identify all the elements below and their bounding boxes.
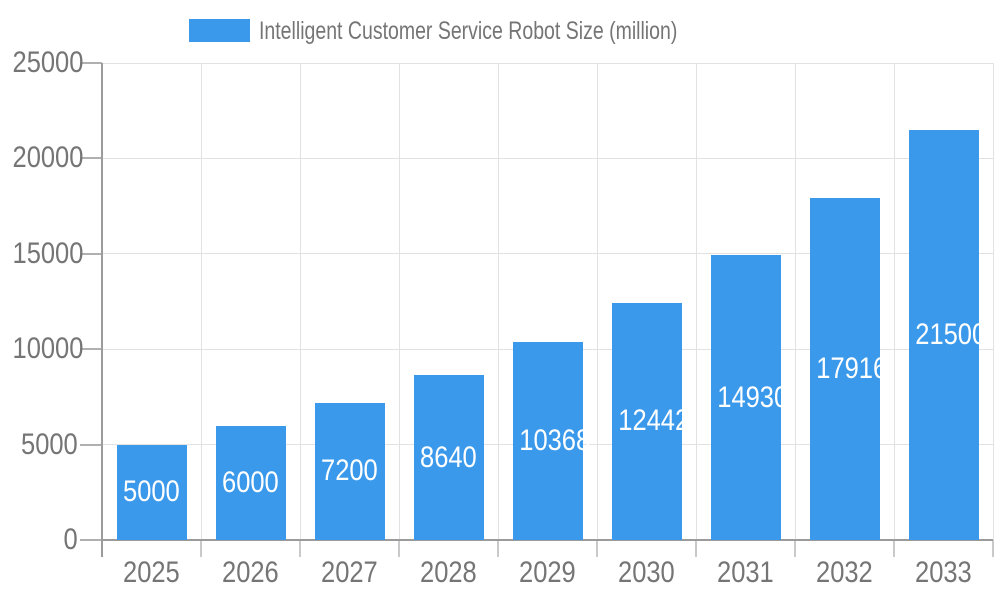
bar [908, 129, 979, 540]
y-axis-tick [80, 62, 102, 64]
x-tick-label-text: 2028 [420, 556, 477, 589]
y-tick-label-text: 10000 [12, 332, 84, 366]
bar-value-label: 21500 [909, 318, 986, 352]
y-tick-label-text: 20000 [12, 141, 84, 175]
x-axis-line [102, 539, 993, 541]
v-gridline [597, 63, 598, 540]
h-gridline [102, 253, 993, 255]
bar [314, 402, 385, 540]
bar-value-label: 17916 [810, 352, 887, 386]
y-axis-tick [80, 157, 102, 160]
x-tick-label-text: 2033 [915, 556, 972, 589]
y-tick-label: 25000 [0, 46, 84, 80]
y-axis-tick [80, 252, 102, 255]
x-axis-tick [893, 540, 895, 557]
y-tick-label: 0 [0, 523, 78, 557]
x-tick-label: 2028 [389, 556, 509, 590]
x-axis-tick [200, 540, 202, 557]
bar [215, 425, 286, 540]
x-tick-label-text: 2030 [618, 556, 675, 589]
bar [809, 198, 880, 540]
v-gridline [795, 63, 796, 540]
x-axis-tick [398, 540, 400, 557]
y-axis-line [101, 63, 103, 557]
bar [413, 375, 484, 540]
y-tick-label-text: 15000 [12, 236, 84, 270]
y-axis-tick [80, 348, 102, 351]
y-tick-label-text: 25000 [12, 46, 84, 79]
bar [512, 342, 583, 540]
bar-value-label: 6000 [216, 466, 286, 500]
h-gridline [102, 157, 993, 159]
y-tick-label: 15000 [0, 237, 84, 271]
x-tick-label-text: 2027 [321, 556, 378, 589]
y-tick-label-text: 0 [63, 523, 78, 556]
bar [611, 302, 682, 540]
bar-value-label: 7200 [315, 454, 385, 488]
bar-value-text: 12442 [617, 404, 689, 438]
bar-value-text: 6000 [222, 465, 279, 499]
x-tick-label: 2031 [686, 556, 806, 590]
bar-value-label: 5000 [117, 475, 187, 509]
x-axis-tick [596, 540, 598, 557]
x-tick-label-text: 2029 [519, 556, 576, 589]
bar [116, 444, 187, 540]
bar-value-text: 17916 [815, 352, 887, 386]
x-tick-label-text: 2032 [816, 556, 873, 589]
y-tick-label-text: 5000 [21, 427, 78, 461]
x-tick-label: 2026 [191, 556, 311, 590]
bar-value-text: 5000 [123, 475, 180, 509]
x-axis-tick [299, 540, 301, 557]
bar-value-text: 14930 [716, 380, 788, 414]
v-gridline [696, 63, 697, 540]
bar-value-text: 8640 [420, 440, 477, 474]
x-tick-label: 2033 [884, 556, 1000, 590]
x-tick-label: 2029 [488, 556, 608, 590]
x-tick-label: 2030 [587, 556, 707, 590]
v-gridline [498, 63, 499, 540]
x-tick-label-text: 2026 [222, 556, 279, 589]
bar [710, 255, 781, 540]
y-tick-label: 5000 [0, 428, 78, 462]
bar-value-label: 14930 [711, 381, 788, 415]
y-tick-label: 20000 [0, 141, 84, 175]
x-tick-label-text: 2031 [717, 556, 774, 589]
bar-value-label: 10368 [513, 424, 590, 458]
x-axis-tick [992, 540, 994, 557]
x-tick-label: 2027 [290, 556, 410, 590]
x-tick-label: 2025 [92, 556, 212, 590]
v-gridline [894, 63, 895, 540]
x-axis-tick [695, 540, 697, 557]
x-axis-tick [497, 540, 499, 557]
bar-value-label: 12442 [612, 404, 689, 438]
y-axis-tick [80, 539, 102, 541]
bar-value-text: 10368 [518, 424, 590, 458]
v-gridline [201, 63, 202, 540]
legend-swatch[interactable] [189, 19, 250, 42]
v-gridline [300, 63, 301, 540]
y-tick-label: 10000 [0, 332, 84, 366]
v-gridline [399, 63, 400, 540]
bar-value-label: 8640 [414, 441, 484, 475]
v-gridline [993, 63, 994, 540]
x-tick-label-text: 2025 [123, 556, 180, 589]
bar-value-text: 7200 [321, 454, 378, 488]
x-tick-label: 2032 [785, 556, 905, 590]
x-axis-tick [794, 540, 796, 557]
legend-label-wrap: Intelligent Customer Service Robot Size … [259, 14, 795, 48]
y-axis-tick [80, 443, 102, 446]
bar-value-text: 21500 [914, 317, 986, 351]
h-gridline [102, 62, 993, 64]
legend-label: Intelligent Customer Service Robot Size … [259, 17, 678, 45]
